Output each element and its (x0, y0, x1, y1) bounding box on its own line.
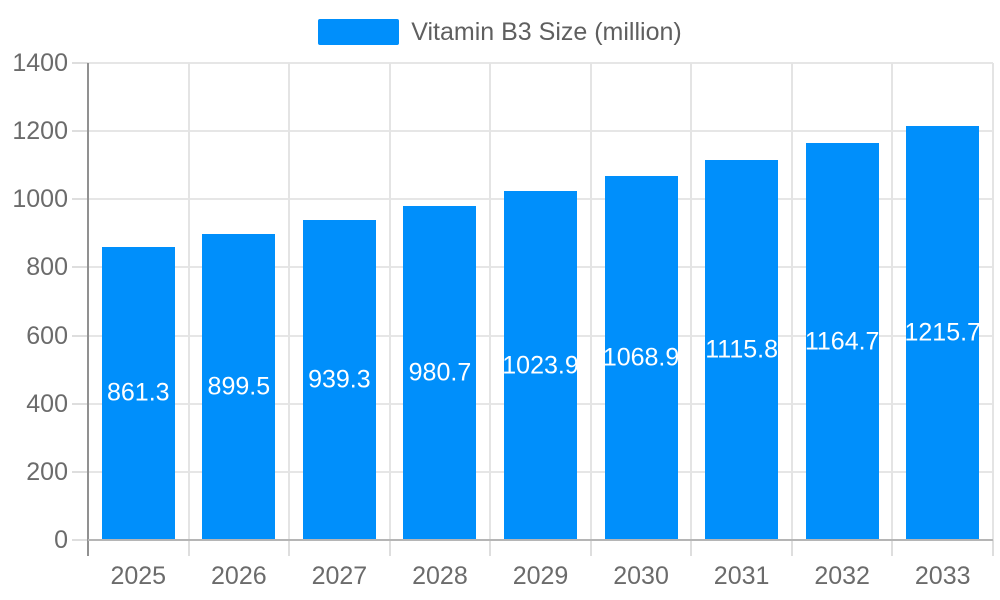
y-axis-label: 1400 (12, 49, 68, 77)
y-axis-tick (72, 334, 88, 337)
x-axis-tick (489, 540, 492, 556)
x-axis-tick (690, 540, 693, 556)
x-axis-label: 2025 (110, 562, 167, 590)
vertical-gridline (388, 63, 391, 540)
bar[interactable]: 1215.7 (904, 125, 981, 540)
bar-value-label: 980.7 (408, 358, 472, 387)
horizontal-gridline (88, 130, 993, 133)
y-axis-label: 800 (26, 253, 68, 282)
x-axis-label: 2033 (914, 562, 971, 590)
x-axis-tick (891, 540, 894, 556)
y-axis-tick (72, 62, 88, 64)
x-axis-tick (589, 540, 592, 556)
y-axis-tick (72, 470, 88, 473)
bar-value-label: 861.3 (106, 378, 170, 407)
y-axis-label: 600 (26, 321, 68, 350)
legend-label: Vitamin B3 Size (million) (411, 18, 682, 46)
bar-value-label: 939.3 (308, 365, 371, 394)
bar-value-label: 899.5 (207, 372, 271, 401)
x-axis-label: 2032 (814, 562, 870, 590)
bar-value-label: 1068.9 (602, 343, 680, 372)
vertical-gridline (589, 63, 592, 540)
x-axis-tick (992, 540, 994, 556)
bar[interactable]: 1164.7 (804, 143, 880, 540)
x-axis-label: 2029 (512, 562, 569, 590)
x-axis-tick (388, 540, 391, 556)
legend-swatch-icon (318, 19, 400, 45)
bar-value-label: 1115.8 (705, 335, 778, 364)
legend[interactable]: Vitamin B3 Size (million) (0, 17, 1000, 47)
x-axis-label: 2026 (211, 562, 267, 590)
bar[interactable]: 980.7 (403, 205, 477, 540)
y-axis-label: 1200 (12, 117, 68, 146)
x-axis-tick (288, 540, 291, 556)
y-axis-tick (72, 130, 88, 133)
vertical-gridline (288, 63, 291, 540)
bar-value-label: 1023.9 (502, 351, 579, 380)
bar[interactable]: 861.3 (101, 246, 175, 540)
bar[interactable]: 1023.9 (502, 191, 579, 540)
y-axis-label: 400 (26, 389, 68, 418)
y-axis-tick (72, 539, 88, 541)
bar[interactable]: 1068.9 (602, 175, 680, 540)
bar-value-label: 1164.7 (804, 327, 880, 356)
x-axis-label: 2028 (412, 562, 468, 590)
y-axis-tick (72, 266, 88, 269)
y-axis-label: 1000 (12, 185, 68, 214)
bar[interactable]: 939.3 (302, 219, 376, 540)
vertical-gridline (790, 63, 793, 540)
vertical-gridline (891, 63, 894, 540)
x-axis-tick (187, 540, 190, 556)
y-axis-tick (72, 402, 88, 405)
bar[interactable]: 899.5 (202, 233, 276, 540)
bar-value-label: 1215.7 (904, 318, 981, 347)
horizontal-gridline (88, 62, 993, 64)
y-axis-tick (72, 198, 88, 201)
y-axis-label: 200 (26, 457, 68, 486)
x-axis-tick (790, 540, 793, 556)
x-axis-label: 2030 (613, 562, 669, 590)
x-axis-line (88, 539, 993, 541)
x-axis-label: 2031 (713, 562, 770, 590)
vertical-gridline (187, 63, 190, 540)
y-axis-label: 0 (54, 526, 68, 554)
vertical-gridline (489, 63, 492, 540)
vertical-gridline (992, 63, 994, 540)
bar[interactable]: 1115.8 (705, 159, 779, 540)
vertical-gridline (690, 63, 693, 540)
x-axis-label: 2027 (311, 562, 368, 590)
y-axis-line (87, 63, 89, 556)
